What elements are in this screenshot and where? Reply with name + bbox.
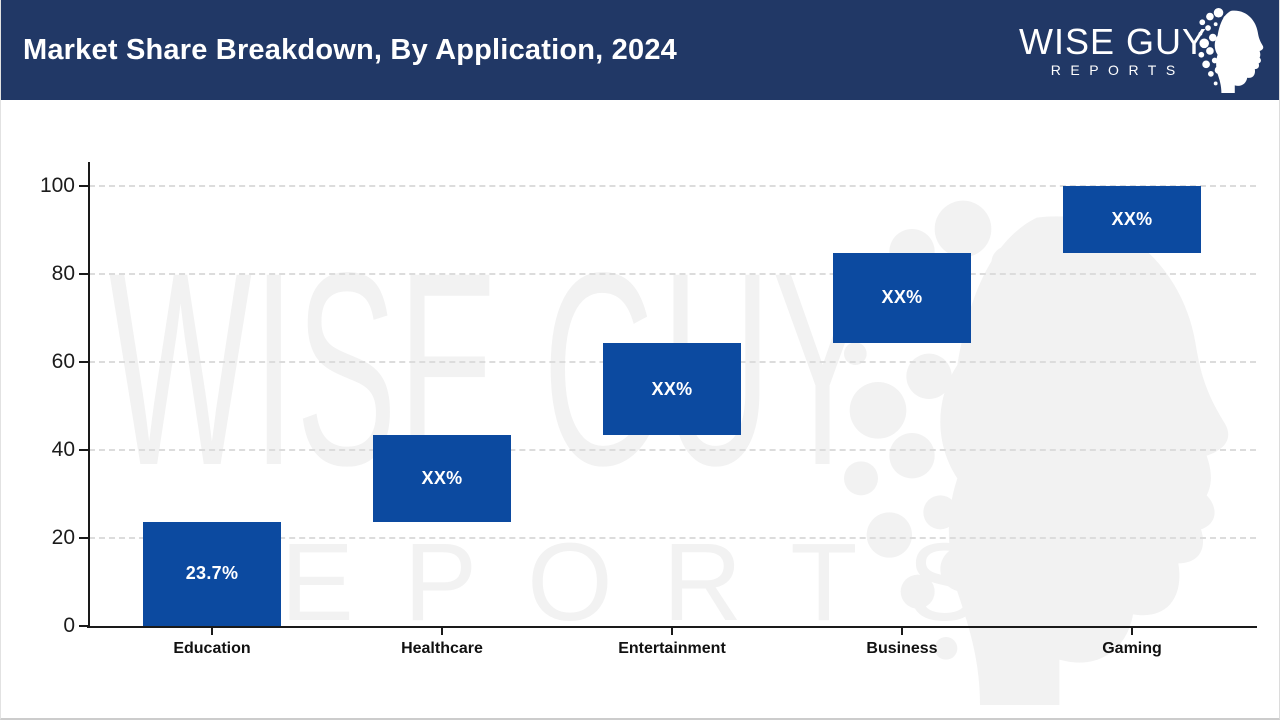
x-axis-label-education: Education [173, 640, 251, 657]
wise-guy-reports-logo: WISE GUY REPORTS [1018, 7, 1279, 93]
y-axis-line [88, 162, 90, 628]
x-axis-line [87, 626, 1257, 628]
logo-subtext: REPORTS [1050, 61, 1185, 78]
x-axis-label-business: Business [866, 640, 938, 657]
y-axis-tick-40 [79, 449, 88, 451]
x-axis-tick-business [901, 628, 903, 635]
watermark-subtext: REPORTS [151, 521, 1031, 644]
bar-business: XX% [833, 252, 971, 344]
header-bar: Market Share Breakdown, By Application, … [1, 0, 1279, 100]
x-axis-tick-gaming [1131, 628, 1133, 635]
x-axis-label-entertainment: Entertainment [618, 640, 726, 657]
bar-entertainment: XX% [603, 343, 741, 436]
y-axis-label-40: 40 [51, 438, 75, 461]
y-axis-label-100: 100 [39, 174, 75, 197]
bar-value-label: XX% [1111, 208, 1153, 229]
x-axis-tick-entertainment [671, 628, 673, 635]
bar-value-label: XX% [421, 467, 463, 488]
gridline-100 [89, 185, 1256, 187]
bar-healthcare: XX% [373, 435, 511, 522]
y-axis-tick-0 [79, 625, 88, 627]
bar-gaming: XX% [1063, 186, 1201, 253]
y-axis-tick-80 [79, 273, 88, 275]
gridline-40 [89, 449, 1256, 451]
bar-value-label: XX% [881, 287, 923, 308]
x-axis-label-healthcare: Healthcare [401, 640, 483, 657]
x-axis-tick-education [211, 628, 213, 635]
logo-wordmark: WISE GUY [1018, 20, 1207, 62]
gridline-20 [89, 537, 1256, 539]
y-axis-label-60: 60 [51, 350, 75, 373]
y-axis-tick-20 [79, 537, 88, 539]
y-axis-tick-60 [79, 361, 88, 363]
y-axis-tick-100 [79, 185, 88, 187]
bar-value-label: XX% [651, 378, 693, 399]
x-axis-tick-healthcare [441, 628, 443, 635]
bar-education: 23.7% [143, 521, 281, 626]
logo-text: WISE GUY REPORTS [1018, 20, 1207, 78]
gridline-80 [89, 273, 1256, 275]
chart-canvas: WISE GUY REPORTS 0 20 40 60 80 100 23.7% Educat… [1, 100, 1279, 718]
y-axis-label-20: 20 [51, 526, 75, 549]
x-axis-label-gaming: Gaming [1102, 640, 1162, 657]
y-axis-label-0: 0 [63, 614, 75, 637]
bar-value-label: 23.7% [185, 563, 239, 584]
page-title: Market Share Breakdown, By Application, … [23, 33, 677, 66]
dotted-head-profile-icon [1198, 7, 1264, 93]
y-axis-label-80: 80 [51, 262, 75, 285]
